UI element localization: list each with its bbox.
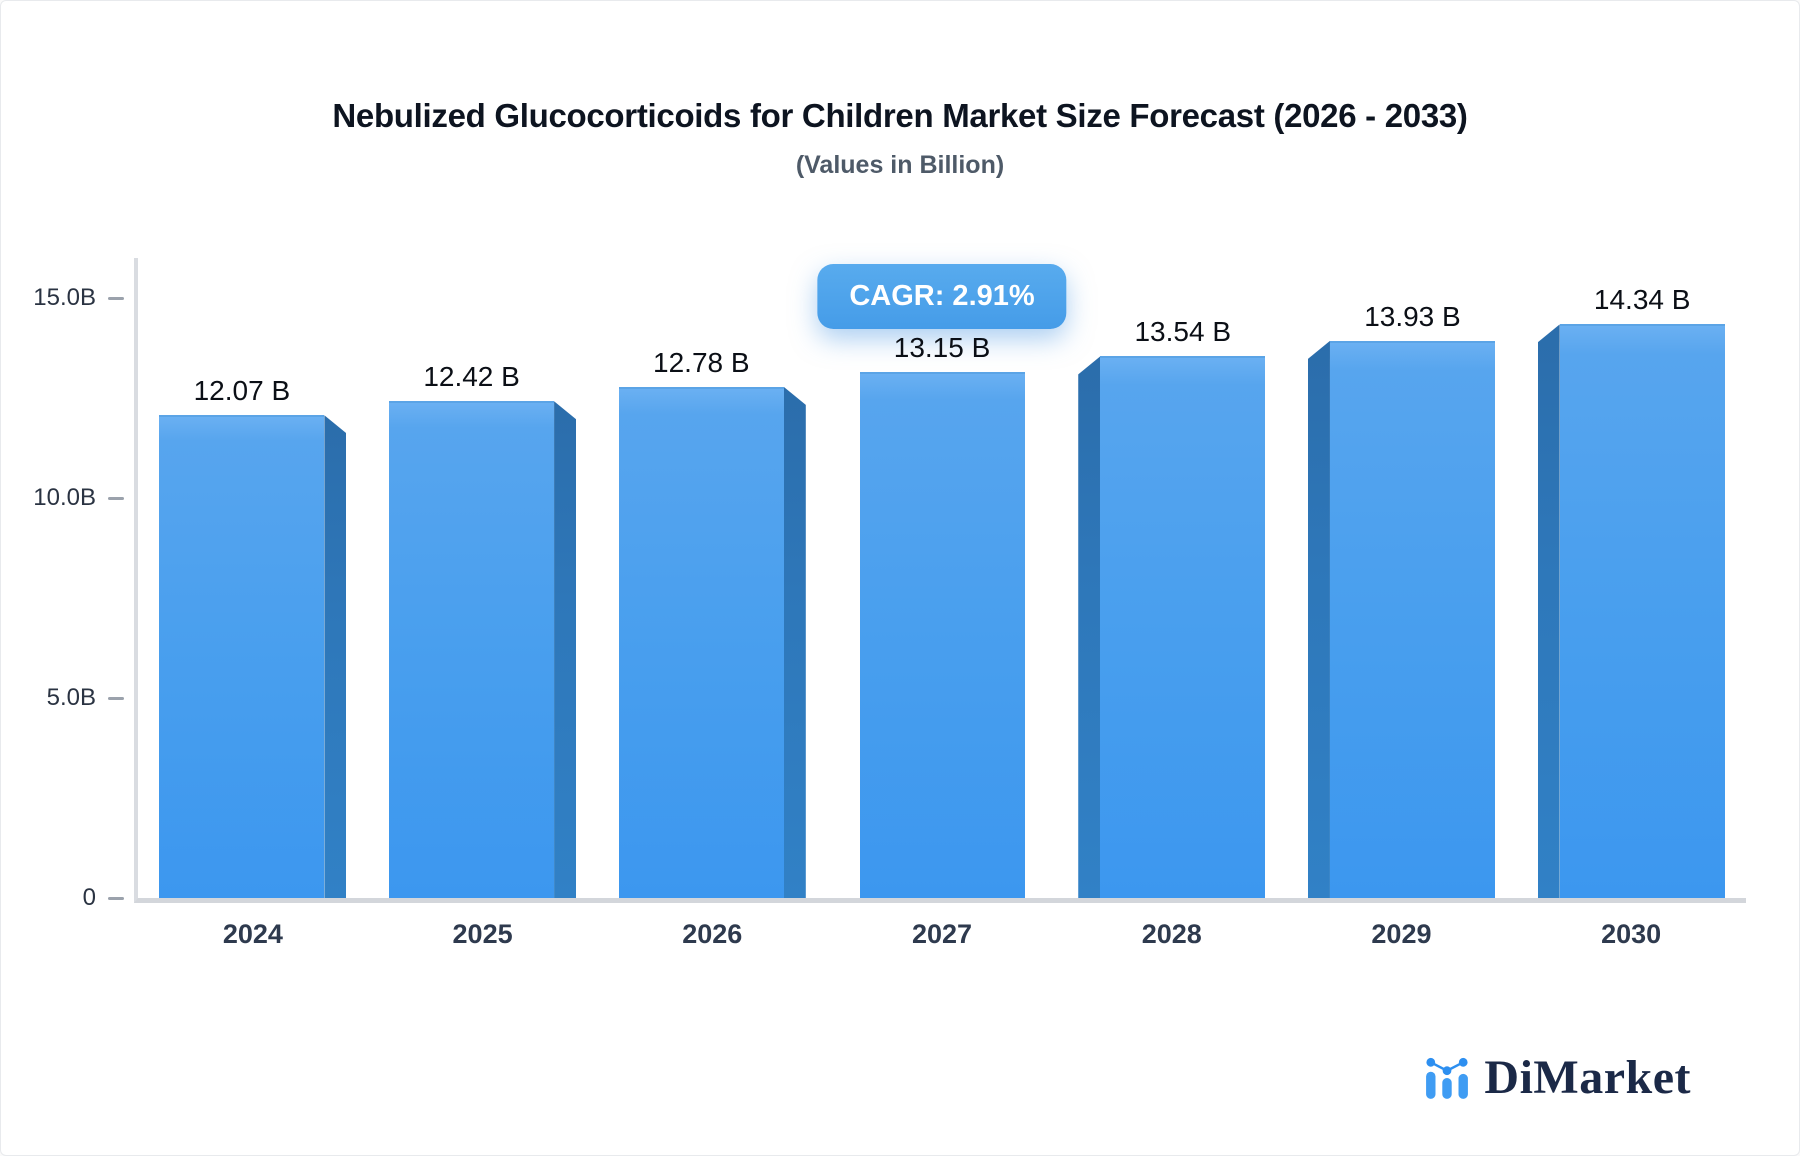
cagr-badge: CAGR: 2.91% — [817, 264, 1067, 329]
bar-column-2029: 13.93 B — [1287, 258, 1517, 898]
bar-value-label-2025: 12.42 B — [423, 361, 520, 393]
y-axis-tick-15.0B: 15.0B — [33, 284, 124, 312]
x-axis-label-2028: 2028 — [1141, 919, 1202, 949]
x-axis-label-2026: 2026 — [682, 919, 743, 949]
y-axis-tick-5.0B: 5.0B — [47, 684, 124, 712]
x-axis-labels: 2024 2025 2026 2027 2028 2029 2030 — [138, 919, 1746, 950]
x-axis-label-2030: 2030 — [1601, 919, 1662, 949]
bar-column-2028: 13.54 B — [1057, 258, 1287, 898]
bar-value-label-2030: 14.34 B — [1593, 284, 1691, 316]
bar-column-2030: 14.34 B — [1516, 258, 1746, 898]
plot-area: CAGR: 2.91% 12.07 B 12.42 B 12.78 B 13.15 B… — [134, 258, 1746, 903]
dimarket-logo: DiMarket — [1424, 1050, 1691, 1105]
x-axis-label-2024: 2024 — [222, 919, 283, 949]
bar-column-2026: 12.78 B — [597, 258, 827, 898]
bar-2030[interactable]: 14.34 B — [1537, 284, 1725, 898]
bar-2028[interactable]: 13.54 B — [1078, 316, 1266, 898]
bar-2026[interactable]: 12.78 B — [618, 347, 806, 898]
x-axis-label-2027: 2027 — [911, 919, 973, 949]
bar-front-face: 12.78 B — [618, 347, 784, 898]
bar-value-label-2026: 12.78 B — [653, 346, 750, 378]
bar-side-face — [324, 415, 347, 898]
bar-2024[interactable]: 12.07 B — [159, 375, 347, 898]
bar-side-face — [1307, 340, 1330, 898]
bar-front-face: 13.54 B — [1100, 316, 1266, 898]
bar-column-2027: 13.15 B — [827, 258, 1057, 898]
bar-front-face: 12.42 B — [389, 361, 555, 898]
bar-chart-with-trend-dots-icon — [1426, 1057, 1469, 1099]
y-axis: 15.0B 10.0B 5.0B 0 — [1, 258, 134, 911]
logo-text: DiMarket — [1484, 1051, 1691, 1104]
chart-area: 15.0B 10.0B 5.0B 0 CAGR: 2.91% 12.07 B 12.42… — [1, 258, 1746, 911]
bar-side-face — [1078, 356, 1101, 898]
y-tick-mark — [108, 896, 124, 900]
bar-value-label-2028: 13.54 B — [1134, 316, 1231, 348]
bar-value-label-2027: 13.15 B — [893, 332, 991, 363]
y-tick-label: 15.0B — [33, 284, 96, 311]
bar-value-label-2029: 13.93 B — [1364, 300, 1461, 332]
bar-side-face — [1537, 324, 1560, 898]
x-axis-label-2025: 2025 — [452, 919, 513, 949]
y-tick-label: 0 — [82, 884, 96, 911]
y-axis-tick-10.0B: 10.0B — [33, 484, 124, 512]
bar-value-label-2024: 12.07 B — [193, 375, 291, 407]
bar-side-face — [783, 386, 806, 898]
y-axis-tick-0: 0 — [83, 884, 124, 912]
bar-front-face: 13.93 B — [1329, 301, 1495, 898]
bar-2025[interactable]: 12.42 B — [389, 361, 577, 898]
bar-2029[interactable]: 13.93 B — [1307, 301, 1495, 898]
bar-front-face: 12.07 B — [159, 375, 325, 898]
bar-column-2025: 12.42 B — [368, 258, 598, 898]
chart-subtitle: (Values in Billion) — [795, 151, 1005, 179]
y-tick-mark — [108, 296, 124, 300]
y-tick-label: 5.0B — [46, 684, 96, 711]
y-tick-mark — [108, 696, 124, 700]
bar-side-face — [554, 401, 577, 898]
chart-title: Nebulized Glucocorticoids for Children M… — [332, 97, 1468, 134]
x-axis-label-2029: 2029 — [1371, 919, 1432, 949]
bar-front-face: 14.34 B — [1559, 284, 1725, 898]
y-tick-label: 10.0B — [33, 484, 96, 511]
bar-2027[interactable]: 13.15 B — [859, 332, 1025, 898]
bar-front-face: 13.15 B — [859, 332, 1025, 898]
bar-column-2024: 12.07 B — [138, 258, 368, 898]
y-tick-mark — [108, 496, 124, 500]
